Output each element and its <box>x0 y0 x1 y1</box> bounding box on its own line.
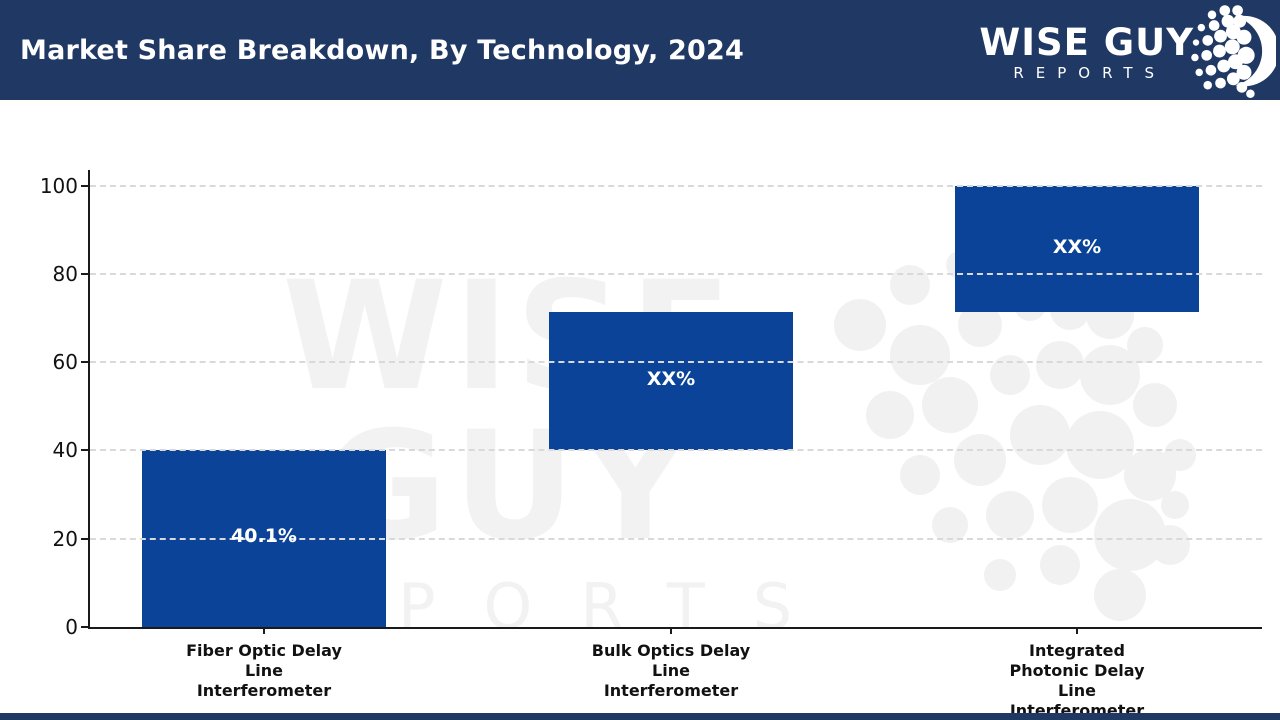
y-axis-tick-mark <box>81 537 88 540</box>
plot-area: 40.1% XX% XX% <box>88 170 1262 629</box>
y-axis-tick-mark <box>81 449 88 452</box>
y-axis-tick-mark <box>81 626 88 628</box>
y-axis-tick-label: 100 <box>39 173 78 198</box>
y-axis-tick-mark <box>81 361 88 364</box>
x-axis-category-label: Bulk Optics Delay Line Interferometer <box>591 641 751 700</box>
x-axis-tick-mark <box>263 629 265 634</box>
bar-value-label: 40.1% <box>231 525 297 548</box>
x-axis-tick-mark <box>670 629 672 634</box>
gridline <box>90 537 1262 540</box>
y-axis-tick-mark <box>81 272 88 275</box>
x-axis-category-label: Integrated Photonic Delay Line Interfero… <box>1009 641 1145 720</box>
y-axis-tick-label: 20 <box>52 526 78 551</box>
y-axis-tick-mark <box>81 184 88 187</box>
brand-text: WISE GUY REPORTS <box>979 21 1194 82</box>
footer-bar <box>0 713 1280 720</box>
header-bar: Market Share Breakdown, By Technology, 2… <box>0 0 1280 100</box>
bar-value-label: XX% <box>646 367 696 390</box>
brand-subtitle: REPORTS <box>1013 63 1167 82</box>
gridline <box>90 272 1262 275</box>
gridline <box>90 184 1262 187</box>
page-title: Market Share Breakdown, By Technology, 2… <box>20 34 745 66</box>
x-axis-category-label: Fiber Optic Delay Line Interferometer <box>186 641 342 700</box>
gridline <box>90 361 1262 364</box>
brand-head-icon <box>1191 5 1276 98</box>
y-axis-tick-label: 80 <box>52 261 78 286</box>
bar-value-label: XX% <box>1052 235 1102 258</box>
y-axis-tick-label: 60 <box>52 350 78 375</box>
y-axis-tick-label: 40 <box>52 438 78 463</box>
y-axis-tick-label: 0 <box>65 615 78 639</box>
x-axis-tick-mark <box>1076 629 1078 634</box>
bar-segment <box>955 185 1199 312</box>
watermark-line1: WISE GUY <box>282 250 738 574</box>
bar-segment <box>549 311 793 450</box>
brand-name: WISE GUY <box>979 21 1194 65</box>
brand-logo: WISE GUY REPORTS <box>979 2 1276 98</box>
gridline <box>90 449 1262 452</box>
